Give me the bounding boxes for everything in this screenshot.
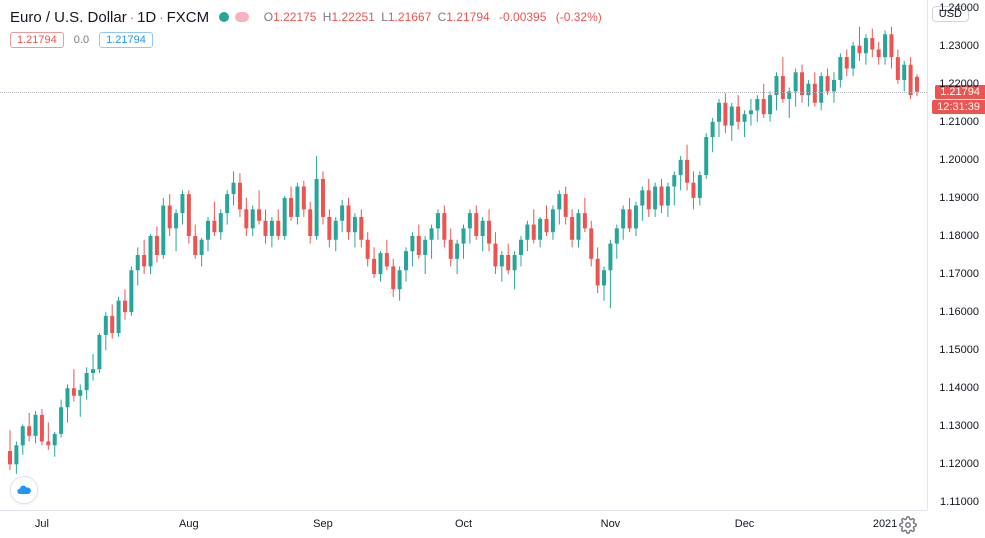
y-axis[interactable]: 1.21794 12:31:39 1.110001.120001.130001.… xyxy=(927,0,985,510)
plot-area[interactable] xyxy=(0,0,927,510)
y-tick: 1.14000 xyxy=(939,382,979,394)
x-tick: Nov xyxy=(601,518,621,530)
gear-icon[interactable] xyxy=(899,516,917,534)
x-tick: Aug xyxy=(179,518,199,530)
y-tick: 1.21000 xyxy=(939,116,979,128)
countdown-flag: 12:31:39 xyxy=(932,100,985,114)
y-tick: 1.22000 xyxy=(939,78,979,90)
x-tick: Dec xyxy=(735,518,755,530)
y-tick: 1.12000 xyxy=(939,458,979,470)
y-tick: 1.16000 xyxy=(939,306,979,318)
y-tick: 1.18000 xyxy=(939,230,979,242)
y-tick: 1.17000 xyxy=(939,268,979,280)
y-tick: 1.15000 xyxy=(939,344,979,356)
x-tick: Sep xyxy=(313,518,333,530)
chart-container: Euro / U.S. Dollar · 1D · FXCM O1.22175 … xyxy=(0,0,985,538)
candlestick-svg xyxy=(0,0,927,510)
y-tick: 1.19000 xyxy=(939,192,979,204)
y-tick: 1.20000 xyxy=(939,154,979,166)
x-tick: 2021 xyxy=(873,518,897,530)
y-tick: 1.24000 xyxy=(939,2,979,14)
x-tick: Oct xyxy=(455,518,472,530)
y-tick: 1.13000 xyxy=(939,420,979,432)
y-tick: 1.11000 xyxy=(940,496,979,508)
screenshot-icon[interactable] xyxy=(10,476,38,504)
last-price-line xyxy=(0,92,927,93)
y-tick: 1.23000 xyxy=(939,40,979,52)
x-axis[interactable]: Jul Aug Sep Oct Nov Dec 2021 xyxy=(0,510,927,538)
x-tick: Jul xyxy=(35,518,49,530)
